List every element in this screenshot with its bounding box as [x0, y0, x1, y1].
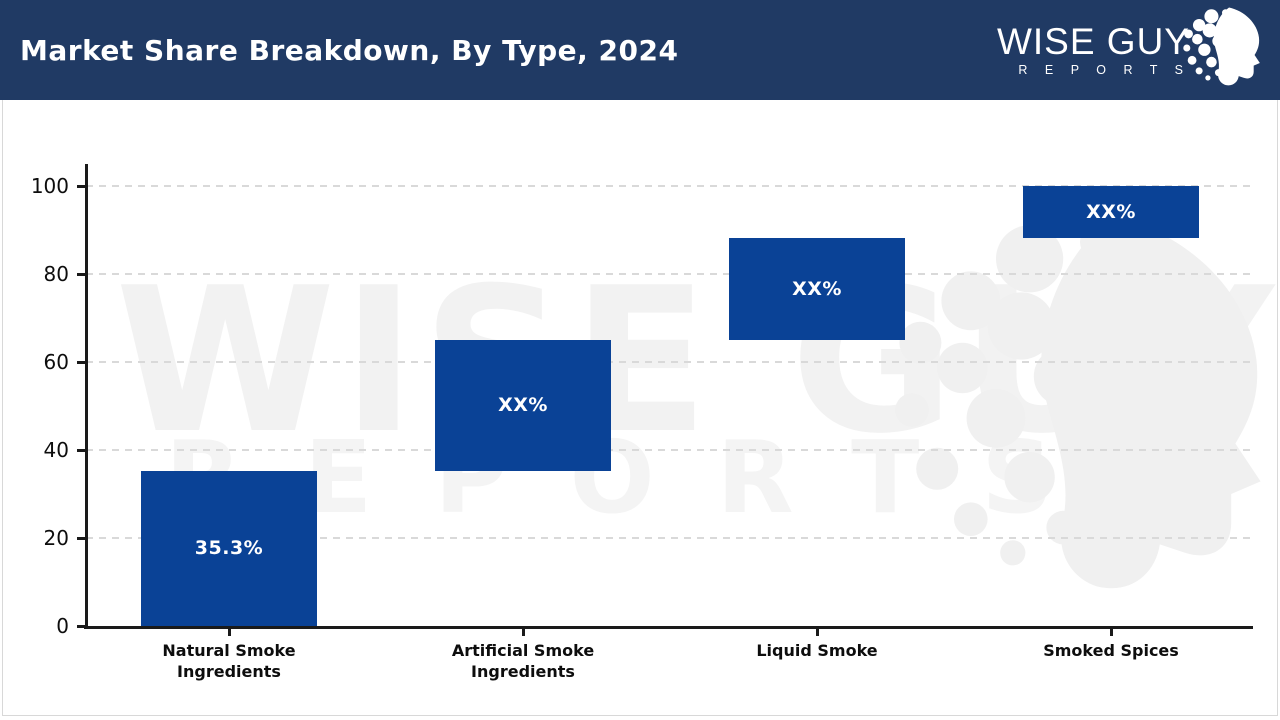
logo-text: WISE GUY R E P O R T S [996, 21, 1190, 78]
logo-subtitle: R E P O R T S [1018, 63, 1190, 77]
y-tick-label: 0 [56, 614, 69, 638]
x-tick-mark [522, 628, 525, 636]
y-tick-mark [77, 361, 85, 364]
bar-segment: XX% [1023, 186, 1199, 238]
x-tick-mark [228, 628, 231, 636]
y-tick-mark [77, 537, 85, 540]
y-tick-mark [77, 273, 85, 276]
y-tick-label: 80 [43, 262, 69, 286]
bar-value-label: XX% [498, 394, 548, 417]
bar-value-label: XX% [792, 277, 842, 300]
y-tick-mark [77, 625, 85, 628]
page-title: Market Share Breakdown, By Type, 2024 [20, 33, 679, 67]
y-gridline [86, 185, 1253, 187]
bar-segment: XX% [435, 340, 611, 471]
x-category-label: Natural Smoke Ingredients [79, 640, 379, 682]
x-category-label: Artificial Smoke Ingredients [373, 640, 673, 682]
x-category-label: Liquid Smoke [667, 640, 967, 661]
y-tick-label: 100 [30, 174, 69, 198]
y-tick-mark [77, 185, 85, 188]
y-tick-label: 60 [43, 350, 69, 374]
logo-wordmark: WISE GUY [996, 21, 1190, 62]
y-gridline [86, 361, 1253, 363]
y-tick-label: 20 [43, 526, 69, 550]
x-tick-mark [816, 628, 819, 636]
x-category-label-line: Natural Smoke [162, 641, 296, 660]
y-gridline [86, 273, 1253, 275]
x-tick-mark [1110, 628, 1113, 636]
x-category-label-line: Ingredients [471, 662, 575, 681]
header-bar: Market Share Breakdown, By Type, 2024 WI… [0, 0, 1280, 100]
x-axis-spine [84, 626, 1253, 629]
bar-value-label: 35.3% [194, 537, 264, 560]
x-category-label-line: Liquid Smoke [756, 641, 878, 660]
bar-segment: XX% [729, 237, 905, 340]
x-category-label-line: Smoked Spices [1043, 641, 1179, 660]
y-tick-label: 40 [43, 438, 69, 462]
x-category-label: Smoked Spices [961, 640, 1261, 661]
y-gridline [86, 449, 1253, 451]
bar-segment: 35.3% [141, 470, 317, 626]
y-gridline [86, 537, 1253, 539]
y-tick-mark [77, 449, 85, 452]
bar-value-label: XX% [1086, 200, 1136, 223]
y-axis-spine [85, 164, 88, 628]
x-category-label-line: Artificial Smoke [451, 641, 595, 660]
x-category-label-line: Ingredients [177, 662, 281, 681]
wise-guy-logo: WISE GUY R E P O R T S [997, 0, 1266, 100]
